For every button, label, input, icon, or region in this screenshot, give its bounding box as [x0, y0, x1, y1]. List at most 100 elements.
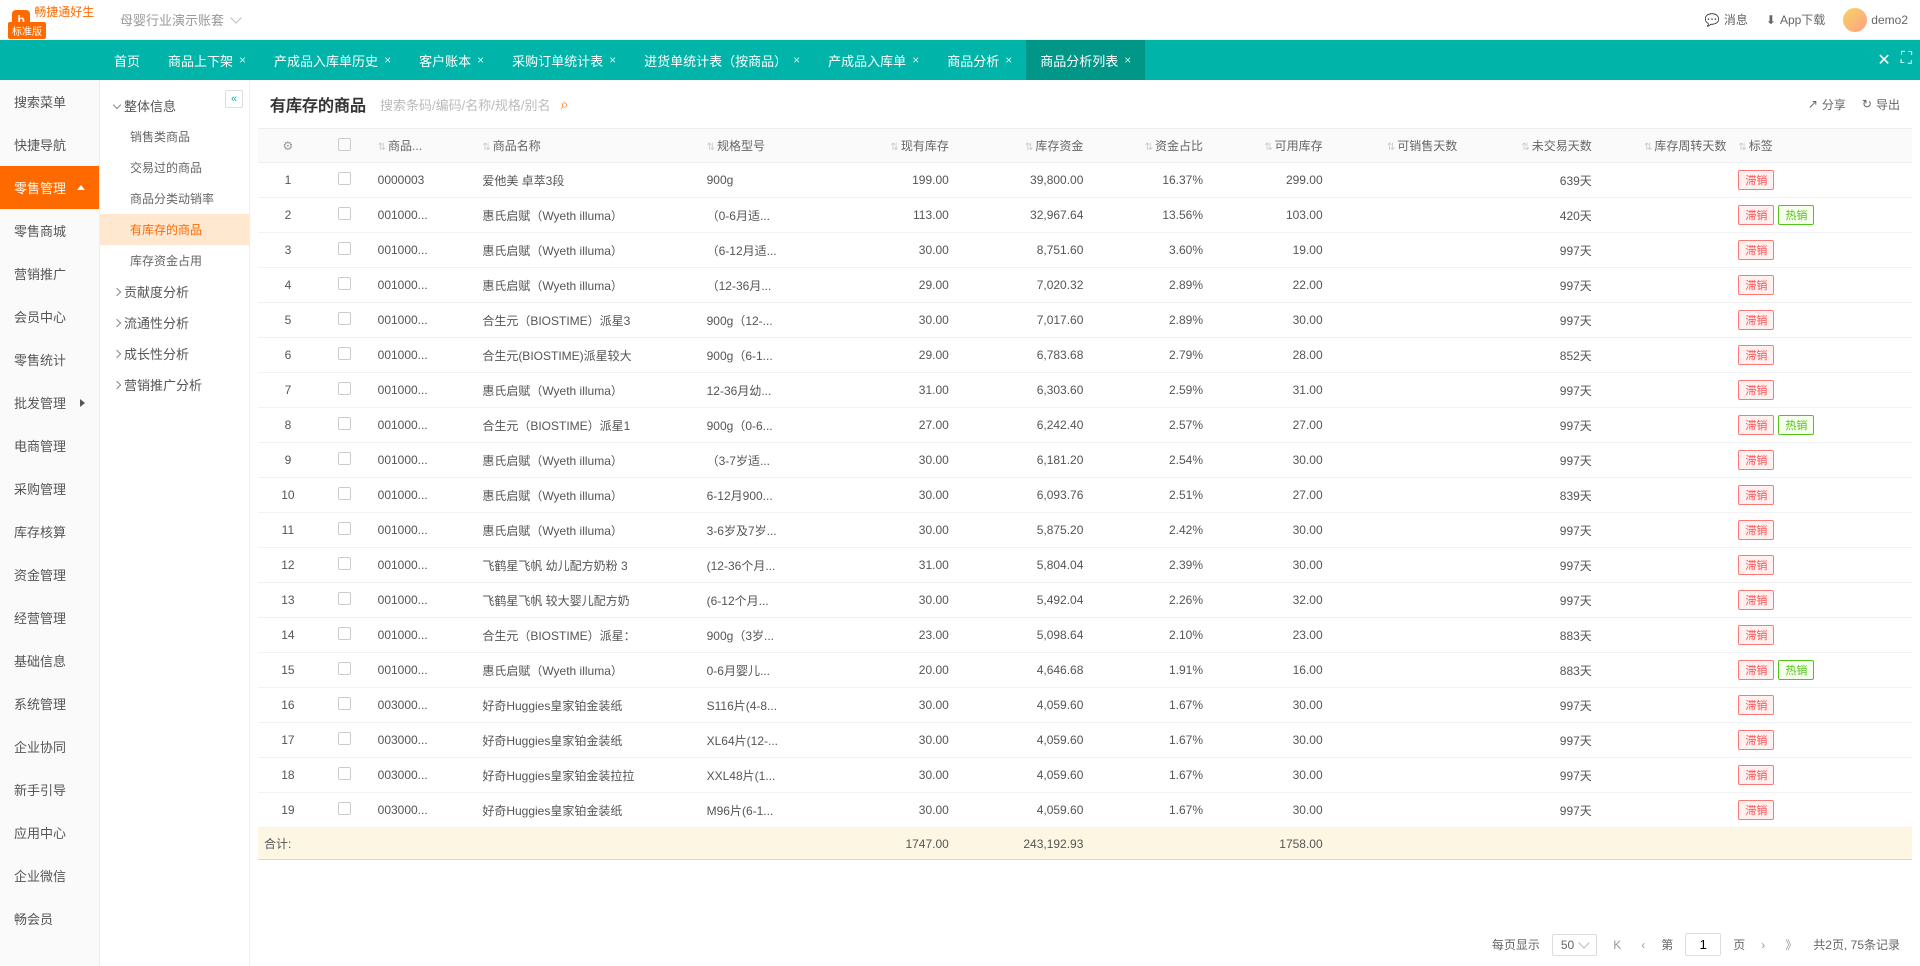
row-checkbox[interactable]: [338, 557, 351, 570]
tab-客户账本[interactable]: 客户账本×: [405, 40, 498, 80]
search-input[interactable]: 搜索条码/编码/名称/规格/别名 ⌕: [380, 95, 568, 114]
tab-商品分析[interactable]: 商品分析×: [933, 40, 1026, 80]
close-all-icon[interactable]: ✕: [1877, 50, 1890, 70]
row-checkbox[interactable]: [338, 522, 351, 535]
nav-库存核算[interactable]: 库存核算: [0, 510, 99, 553]
col-header[interactable]: ⇅商品...: [372, 129, 477, 163]
tab-close-icon[interactable]: ×: [1005, 53, 1012, 67]
table-row[interactable]: 10 001000... 惠氏启赋（Wyeth illuma） 6-12月900…: [258, 478, 1912, 513]
row-checkbox[interactable]: [338, 172, 351, 185]
nav-新手引导[interactable]: 新手引导: [0, 768, 99, 811]
fullscreen-icon[interactable]: ⛶: [1901, 50, 1912, 70]
tab-close-icon[interactable]: ×: [239, 53, 246, 67]
row-checkbox[interactable]: [338, 242, 351, 255]
table-row[interactable]: 6 001000... 合生元(BIOSTIME)派星较大 900g（6-1..…: [258, 338, 1912, 373]
messages-button[interactable]: 💬 消息: [1705, 11, 1748, 28]
nav-营销推广[interactable]: 营销推广: [0, 252, 99, 295]
table-row[interactable]: 9 001000... 惠氏启赋（Wyeth illuma） （3-7岁适...…: [258, 443, 1912, 478]
sub-group-流通性分析[interactable]: 流通性分析: [100, 307, 249, 338]
table-row[interactable]: 19 003000... 好奇Huggies皇家铂金装纸 M96片(6-1...…: [258, 793, 1912, 828]
tab-首页[interactable]: 首页: [100, 40, 154, 80]
collapse-sidebar-button[interactable]: «: [225, 90, 243, 108]
col-header[interactable]: ⇅商品名称: [476, 129, 700, 163]
table-row[interactable]: 16 003000... 好奇Huggies皇家铂金装纸 S116片(4-8..…: [258, 688, 1912, 723]
tab-产成品入库单[interactable]: 产成品入库单×: [814, 40, 933, 80]
nav-批发管理[interactable]: 批发管理: [0, 381, 99, 424]
row-checkbox[interactable]: [338, 452, 351, 465]
nav-快捷导航[interactable]: 快捷导航: [0, 123, 99, 166]
row-checkbox[interactable]: [338, 732, 351, 745]
share-button[interactable]: ↗ 分享: [1808, 96, 1846, 113]
sub-item-交易过的商品[interactable]: 交易过的商品: [100, 152, 249, 183]
last-page-button[interactable]: 》: [1781, 936, 1801, 953]
col-header[interactable]: ⇅库存资金: [955, 129, 1090, 163]
nav-搜索菜单[interactable]: 搜索菜单: [0, 80, 99, 123]
col-header[interactable]: ⇅可销售天数: [1329, 129, 1464, 163]
page-size-select[interactable]: 50: [1552, 934, 1597, 956]
tab-close-icon[interactable]: ×: [1124, 53, 1131, 67]
nav-电商管理[interactable]: 电商管理: [0, 424, 99, 467]
nav-基础信息[interactable]: 基础信息: [0, 639, 99, 682]
nav-应用中心[interactable]: 应用中心: [0, 811, 99, 854]
col-header[interactable]: [318, 129, 372, 163]
table-row[interactable]: 15 001000... 惠氏启赋（Wyeth illuma） 0-6月婴儿..…: [258, 653, 1912, 688]
tab-采购订单统计表[interactable]: 采购订单统计表×: [498, 40, 630, 80]
tab-商品上下架[interactable]: 商品上下架×: [154, 40, 260, 80]
tab-close-icon[interactable]: ×: [793, 53, 800, 67]
row-checkbox[interactable]: [338, 487, 351, 500]
table-row[interactable]: 3 001000... 惠氏启赋（Wyeth illuma） （6-12月适..…: [258, 233, 1912, 268]
row-checkbox[interactable]: [338, 277, 351, 290]
col-header[interactable]: ⇅现有库存: [835, 129, 955, 163]
table-row[interactable]: 11 001000... 惠氏启赋（Wyeth illuma） 3-6岁及7岁.…: [258, 513, 1912, 548]
settings-icon[interactable]: ⚙: [283, 139, 294, 153]
row-checkbox[interactable]: [338, 417, 351, 430]
select-all-checkbox[interactable]: [338, 138, 351, 151]
table-row[interactable]: 12 001000... 飞鹤星飞帆 幼儿配方奶粉 3 (12-36个月... …: [258, 548, 1912, 583]
row-checkbox[interactable]: [338, 382, 351, 395]
table-row[interactable]: 14 001000... 合生元（BIOSTIME）派星： 900g（3岁...…: [258, 618, 1912, 653]
row-checkbox[interactable]: [338, 767, 351, 780]
nav-采购管理[interactable]: 采购管理: [0, 467, 99, 510]
row-checkbox[interactable]: [338, 697, 351, 710]
col-header[interactable]: ⇅规格型号: [701, 129, 836, 163]
first-page-button[interactable]: K: [1609, 938, 1625, 952]
table-row[interactable]: 13 001000... 飞鹤星飞帆 较大婴儿配方奶 (6-12个月... 30…: [258, 583, 1912, 618]
tab-close-icon[interactable]: ×: [477, 53, 484, 67]
tab-产成品入库单历史[interactable]: 产成品入库单历史×: [260, 40, 405, 80]
row-checkbox[interactable]: [338, 312, 351, 325]
row-checkbox[interactable]: [338, 627, 351, 640]
sub-item-销售类商品[interactable]: 销售类商品: [100, 121, 249, 152]
row-checkbox[interactable]: [338, 802, 351, 815]
nav-企业协同[interactable]: 企业协同: [0, 725, 99, 768]
tab-进货单统计表（按商品）[interactable]: 进货单统计表（按商品）×: [630, 40, 814, 80]
nav-企业微信[interactable]: 企业微信: [0, 854, 99, 897]
sub-group-营销推广分析[interactable]: 营销推广分析: [100, 369, 249, 400]
table-row[interactable]: 2 001000... 惠氏启赋（Wyeth illuma） （0-6月适...…: [258, 198, 1912, 233]
sub-group-成长性分析[interactable]: 成长性分析: [100, 338, 249, 369]
tab-close-icon[interactable]: ×: [609, 53, 616, 67]
nav-零售统计[interactable]: 零售统计: [0, 338, 99, 381]
table-row[interactable]: 18 003000... 好奇Huggies皇家铂金装拉拉 XXL48片(1..…: [258, 758, 1912, 793]
page-input[interactable]: [1685, 933, 1721, 956]
row-checkbox[interactable]: [338, 662, 351, 675]
col-header[interactable]: ⇅可用库存: [1209, 129, 1329, 163]
nav-畅会员[interactable]: 畅会员: [0, 897, 99, 940]
export-button[interactable]: ↻ 导出: [1862, 96, 1900, 113]
col-header[interactable]: ⇅未交易天数: [1463, 129, 1598, 163]
sub-item-库存资金占用[interactable]: 库存资金占用: [100, 245, 249, 276]
table-row[interactable]: 7 001000... 惠氏启赋（Wyeth illuma） 12-36月幼..…: [258, 373, 1912, 408]
sub-group-贡献度分析[interactable]: 贡献度分析: [100, 276, 249, 307]
table-row[interactable]: 8 001000... 合生元（BIOSTIME）派星1 900g（0-6...…: [258, 408, 1912, 443]
row-checkbox[interactable]: [338, 592, 351, 605]
account-selector[interactable]: 母婴行业演示账套: [120, 10, 240, 29]
tab-close-icon[interactable]: ×: [912, 53, 919, 67]
user-menu[interactable]: demo2: [1843, 8, 1908, 32]
table-row[interactable]: 17 003000... 好奇Huggies皇家铂金装纸 XL64片(12-..…: [258, 723, 1912, 758]
tab-商品分析列表[interactable]: 商品分析列表×: [1026, 40, 1145, 80]
col-header[interactable]: ⚙: [258, 129, 318, 163]
app-download-button[interactable]: ⬇ App下载: [1766, 11, 1825, 28]
nav-零售管理[interactable]: 零售管理: [0, 166, 99, 209]
sub-item-商品分类动销率[interactable]: 商品分类动销率: [100, 183, 249, 214]
row-checkbox[interactable]: [338, 207, 351, 220]
col-header[interactable]: ⇅资金占比: [1089, 129, 1209, 163]
